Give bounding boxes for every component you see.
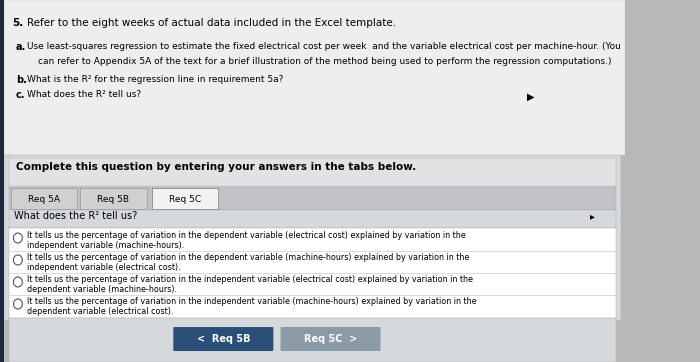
Text: What does the R² tell us?: What does the R² tell us? [14, 211, 137, 221]
Bar [9, 210, 617, 228]
Text: dependent variable (machine-hours).: dependent variable (machine-hours). [27, 285, 177, 294]
Text: dependent variable (electrical cost).: dependent variable (electrical cost). [27, 307, 173, 316]
Text: Req 5C  >: Req 5C > [304, 334, 357, 344]
Bar [9, 187, 617, 210]
Text: What does the R² tell us?: What does the R² tell us? [27, 90, 141, 99]
Bar [152, 188, 218, 209]
Circle shape [13, 277, 22, 287]
Bar [80, 188, 146, 209]
Text: a.: a. [16, 42, 27, 52]
Bar [4, 0, 625, 155]
Text: <  Req 5B: < Req 5B [197, 334, 250, 344]
Text: independent variable (machine-hours).: independent variable (machine-hours). [27, 241, 184, 250]
Bar [9, 228, 617, 318]
Text: can refer to Appendix 5A of the text for a brief illustration of the method bein: can refer to Appendix 5A of the text for… [38, 57, 611, 66]
Bar [0, 0, 4, 362]
Text: c.: c. [16, 90, 26, 100]
Text: 5.: 5. [13, 18, 24, 28]
Text: Complete this question by entering your answers in the tabs below.: Complete this question by entering your … [16, 162, 416, 172]
Bar [9, 158, 617, 186]
Circle shape [13, 233, 22, 243]
Text: ▸: ▸ [589, 211, 594, 221]
Text: It tells us the percentage of variation in the dependent variable (machine-hours: It tells us the percentage of variation … [27, 253, 469, 262]
Circle shape [13, 255, 22, 265]
Bar [4, 155, 621, 320]
Text: Refer to the eight weeks of actual data included in the Excel template.: Refer to the eight weeks of actual data … [27, 18, 396, 28]
Bar [10, 188, 77, 209]
FancyBboxPatch shape [174, 327, 274, 351]
Text: ▶: ▶ [527, 92, 535, 102]
Text: Req 5A: Req 5A [28, 194, 60, 203]
Bar [9, 318, 617, 362]
Text: What is the R² for the regression line in requirement 5a?: What is the R² for the regression line i… [27, 75, 284, 84]
Text: It tells us the percentage of variation in the dependent variable (electrical co: It tells us the percentage of variation … [27, 231, 466, 240]
Text: b.: b. [16, 75, 27, 85]
Text: Use least-squares regression to estimate the fixed electrical cost per week  and: Use least-squares regression to estimate… [27, 42, 621, 51]
Text: Req 5B: Req 5B [97, 194, 130, 203]
Circle shape [13, 299, 22, 309]
FancyBboxPatch shape [281, 327, 381, 351]
Text: It tells us the percentage of variation in the independent variable (machine-hou: It tells us the percentage of variation … [27, 297, 477, 306]
Text: It tells us the percentage of variation in the independent variable (electrical : It tells us the percentage of variation … [27, 275, 473, 284]
Text: independent variable (electrical cost).: independent variable (electrical cost). [27, 263, 181, 272]
Text: Req 5C: Req 5C [169, 194, 201, 203]
Bar [152, 188, 218, 209]
